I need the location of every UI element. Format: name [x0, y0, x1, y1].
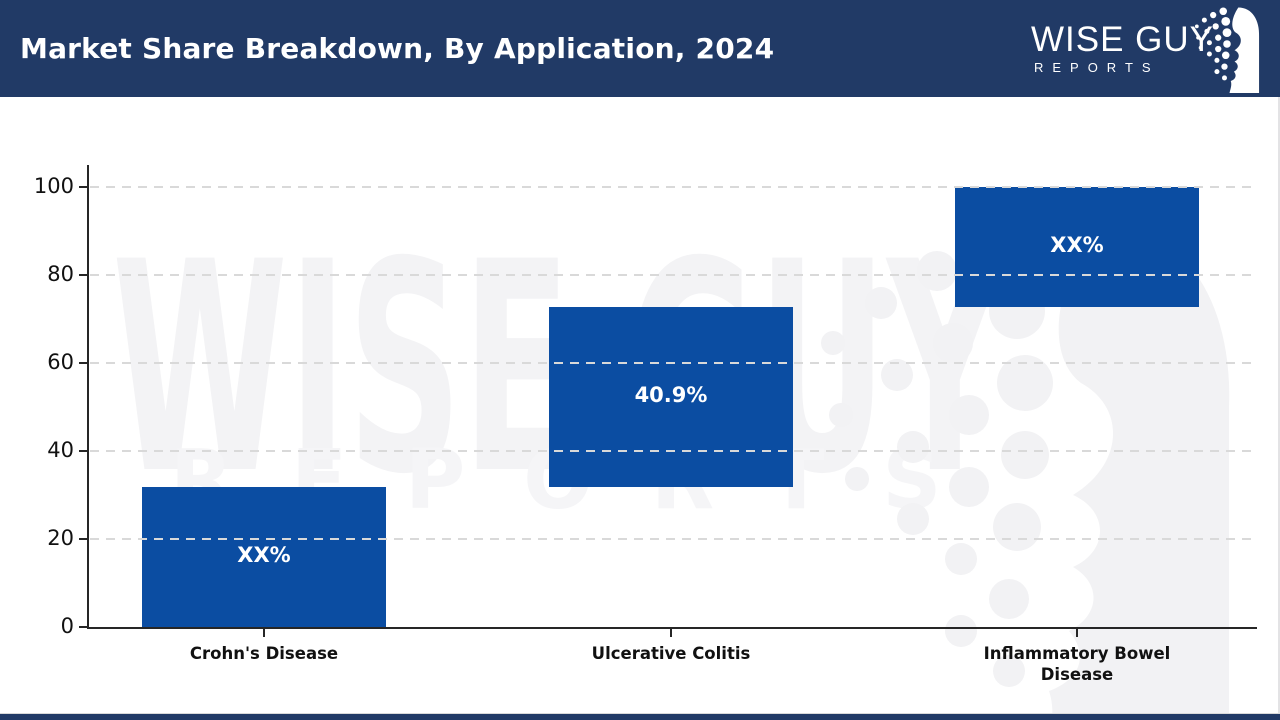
- bar-value-label: 40.9%: [634, 383, 708, 408]
- logo-subtext: REPORTS: [1033, 60, 1160, 75]
- y-axis-tick-label: 80: [47, 262, 74, 286]
- y-axis-tick-label: 100: [33, 174, 74, 198]
- page-title: Market Share Breakdown, By Application, …: [20, 32, 775, 65]
- y-axis-tick-label: 0: [60, 614, 74, 638]
- y-axis-tick-label: 60: [47, 350, 74, 374]
- bar-segment: [142, 487, 386, 627]
- y-tick-mark: [79, 538, 87, 540]
- header: Market Share Breakdown, By Application, …: [0, 0, 1280, 97]
- gridline: [90, 538, 1253, 540]
- wise-guy-reports-logo: WISE GUY REPORTS: [1031, 0, 1266, 97]
- gridline: [90, 186, 1253, 188]
- y-tick-mark: [79, 274, 87, 276]
- y-tick-mark: [79, 186, 87, 188]
- bar-segment: [955, 187, 1199, 308]
- logo-text: WISE GUY REPORTS: [1031, 22, 1214, 75]
- x-axis-line: [87, 627, 1257, 629]
- dotted-face-icon: [1194, 7, 1260, 93]
- footer-bar: [0, 713, 1280, 720]
- y-tick-mark: [79, 362, 87, 364]
- y-tick-mark: [79, 450, 87, 452]
- gridline: [90, 274, 1253, 276]
- chart-area: WISE GUY REPORTS XX%40.9%XX%020406080100…: [0, 97, 1280, 720]
- bar-segment: [549, 307, 793, 488]
- x-tick-mark: [670, 629, 672, 637]
- y-axis-tick-label: 40: [47, 438, 74, 462]
- x-axis-label: Inflammatory Bowel Disease: [983, 644, 1171, 685]
- y-tick-mark: [79, 626, 87, 628]
- y-axis-tick-label: 20: [47, 526, 74, 550]
- logo-wordmark: WISE GUY: [1030, 20, 1214, 59]
- x-tick-mark: [1076, 629, 1078, 637]
- gridline: [90, 362, 1253, 364]
- gridline: [90, 450, 1253, 452]
- bar-value-label: XX%: [1050, 233, 1104, 258]
- x-axis-label: Ulcerative Colitis: [591, 644, 751, 663]
- x-axis-label: Crohn's Disease: [189, 644, 339, 663]
- bar-value-label: XX%: [237, 543, 291, 568]
- y-axis-line: [87, 165, 89, 629]
- x-tick-mark: [263, 629, 265, 637]
